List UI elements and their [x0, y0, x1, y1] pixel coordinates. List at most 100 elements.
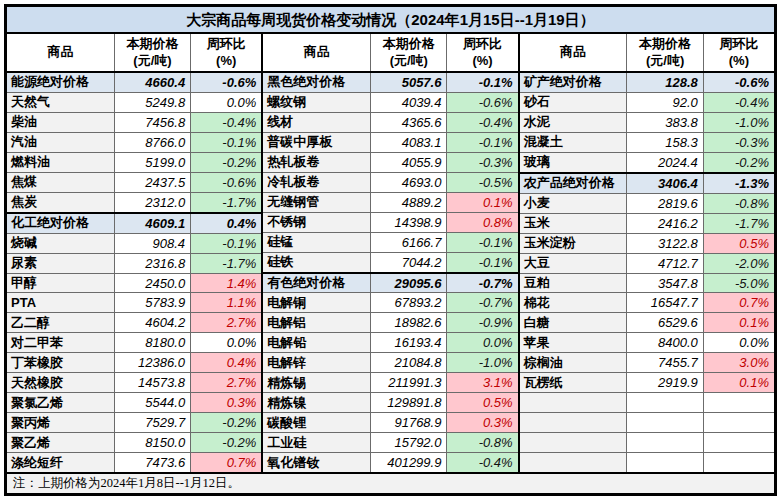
- table-row: 碳酸锂91768.90.3%: [263, 412, 517, 432]
- pct-header-line2: (%): [472, 53, 492, 69]
- pct-change-cell: [703, 453, 774, 472]
- pct-change-cell: -0.4%: [703, 93, 774, 112]
- commodity-name-cell: 大豆: [520, 254, 627, 273]
- commodity-name-cell: 电解锌: [263, 353, 370, 372]
- price-cell: 2024.4: [626, 153, 702, 172]
- commodity-name-cell: 有色绝对价格: [263, 274, 370, 293]
- price-cell: 5057.6: [370, 73, 446, 92]
- category-row: 黑色绝对价格5057.6-0.1%: [263, 73, 517, 92]
- table-title: 大宗商品每周现货价格变动情况（2024年1月15日--1月19日）: [7, 7, 774, 34]
- price-cell: 211991.3: [370, 373, 446, 392]
- price-cell: 5544.0: [114, 393, 190, 412]
- price-cell: 908.4: [114, 234, 190, 253]
- pct-change-cell: -0.4%: [446, 113, 517, 132]
- commodity-name-cell: [520, 393, 627, 412]
- pct-change-cell: 0.0%: [446, 333, 517, 352]
- table-row: 天然气5249.80.0%: [7, 92, 261, 112]
- table-row: 玉米淀粉3122.80.5%: [520, 233, 774, 253]
- commodity-name-cell: [520, 413, 627, 432]
- table-row: 工业硅15792.0-0.8%: [263, 432, 517, 452]
- price-header-line2: (元/吨): [133, 53, 171, 69]
- pct-change-cell: -1.7%: [190, 254, 261, 273]
- table-row: 丁苯橡胶12386.00.4%: [7, 352, 261, 372]
- pct-header-line1: 周环比: [719, 36, 758, 52]
- commodity-name-cell: 不锈钢: [263, 213, 370, 232]
- table-row: 水泥383.8-1.0%: [520, 112, 774, 132]
- price-cell: 18982.6: [370, 313, 446, 332]
- commodity-name-cell: 热轧板卷: [263, 153, 370, 172]
- commodity-column-header: 商品: [7, 34, 114, 71]
- price-cell: 4693.0: [370, 173, 446, 192]
- price-cell: 4083.1: [370, 133, 446, 152]
- price-column-header: 本期价格(元/吨): [370, 34, 446, 71]
- commodity-name-cell: 电解铅: [263, 333, 370, 352]
- commodity-header-label: 商品: [560, 44, 586, 60]
- price-cell: 5199.0: [114, 153, 190, 172]
- pct-change-cell: 0.5%: [703, 234, 774, 253]
- price-cell: 2450.0: [114, 274, 190, 293]
- pct-change-cell: -0.1%: [190, 234, 261, 253]
- pct-column-header: 周环比(%): [446, 34, 517, 71]
- group-rows: 能源绝对价格4660.4-0.6%天然气5249.80.0%柴油7456.8-0…: [7, 73, 261, 472]
- pct-change-cell: 1.1%: [190, 293, 261, 312]
- price-cell: 4365.6: [370, 113, 446, 132]
- table-row: 聚乙烯8150.0-0.2%: [7, 432, 261, 452]
- pct-change-cell: -0.2%: [190, 413, 261, 432]
- group-header: 商品 本期价格(元/吨) 周环比(%): [7, 34, 261, 73]
- price-cell: 8400.0: [626, 333, 702, 352]
- pct-change-cell: 2.7%: [190, 313, 261, 332]
- commodity-name-cell: 氧化镨钕: [263, 453, 370, 472]
- commodity-name-cell: [520, 433, 627, 452]
- price-cell: 12386.0: [114, 353, 190, 372]
- pct-change-cell: -5.0%: [703, 274, 774, 293]
- commodity-name-cell: 聚乙烯: [7, 433, 114, 452]
- pct-change-cell: -0.1%: [190, 133, 261, 152]
- commodity-name-cell: 苹果: [520, 333, 627, 352]
- table-group-energy-chemical: 商品 本期价格(元/吨) 周环比(%) 能源绝对价格4660.4-0.6%天然气…: [7, 34, 261, 472]
- table-row: 精炼镍129891.80.5%: [263, 392, 517, 412]
- pct-change-cell: 0.1%: [703, 313, 774, 332]
- table-row: 聚丙烯7529.7-0.2%: [7, 412, 261, 432]
- table-row: 汽油8766.0-0.1%: [7, 132, 261, 152]
- table-row: 无缝钢管4889.20.1%: [263, 192, 517, 212]
- pct-change-cell: -0.2%: [190, 153, 261, 172]
- commodity-name-cell: 豆粕: [520, 274, 627, 293]
- commodity-name-cell: 天然气: [7, 93, 114, 112]
- pct-change-cell: 0.1%: [446, 193, 517, 212]
- table-row: 螺纹钢4039.4-0.6%: [263, 92, 517, 112]
- table-row: 对二甲苯8180.00.0%: [7, 332, 261, 352]
- pct-change-cell: -0.4%: [446, 453, 517, 472]
- commodity-name-cell: PTA: [7, 293, 114, 312]
- commodity-name-cell: 聚丙烯: [7, 413, 114, 432]
- table-row: 氧化镨钕401299.9-0.4%: [263, 452, 517, 472]
- price-cell: 15792.0: [370, 433, 446, 452]
- pct-column-header: 周环比(%): [190, 34, 261, 71]
- price-cell: 29095.6: [370, 274, 446, 293]
- commodity-name-cell: 化工绝对价格: [7, 214, 114, 233]
- table-row: 玉米2416.2-1.7%: [520, 213, 774, 233]
- table-body: 商品 本期价格(元/吨) 周环比(%) 能源绝对价格4660.4-0.6%天然气…: [7, 34, 774, 472]
- table-row: 电解铅16193.40.0%: [263, 332, 517, 352]
- commodity-name-cell: 无缝钢管: [263, 193, 370, 212]
- table-row: 棕榈油7455.73.0%: [520, 352, 774, 372]
- pct-header-line2: (%): [216, 53, 236, 69]
- pct-change-cell: -0.7%: [446, 293, 517, 312]
- price-header-line1: 本期价格: [126, 36, 178, 52]
- pct-change-cell: 0.0%: [190, 93, 261, 112]
- price-cell: 4604.2: [114, 313, 190, 332]
- commodity-price-table: 大宗商品每周现货价格变动情况（2024年1月15日--1月19日） 商品 本期价…: [4, 4, 777, 496]
- table-group-ferrous-nonferrous: 商品 本期价格(元/吨) 周环比(%) 黑色绝对价格5057.6-0.1%螺纹钢…: [261, 34, 517, 472]
- pct-change-cell: 3.1%: [446, 373, 517, 392]
- commodity-name-cell: 精炼锡: [263, 373, 370, 392]
- table-row: PTA5783.91.1%: [7, 292, 261, 312]
- group-rows: 矿产绝对价格128.8-0.6%砂石92.0-0.4%水泥383.8-1.0%混…: [520, 73, 774, 472]
- price-cell: 92.0: [626, 93, 702, 112]
- pct-header-line1: 周环比: [463, 36, 502, 52]
- table-row: [520, 432, 774, 452]
- price-cell: 3547.8: [626, 274, 702, 293]
- table-row: 涤纶短纤7473.60.7%: [7, 452, 261, 472]
- category-row: 农产品绝对价格3406.4-1.3%: [520, 172, 774, 193]
- table-row: 不锈钢14398.90.8%: [263, 212, 517, 232]
- table-row: [520, 452, 774, 472]
- pct-change-cell: -1.7%: [703, 214, 774, 233]
